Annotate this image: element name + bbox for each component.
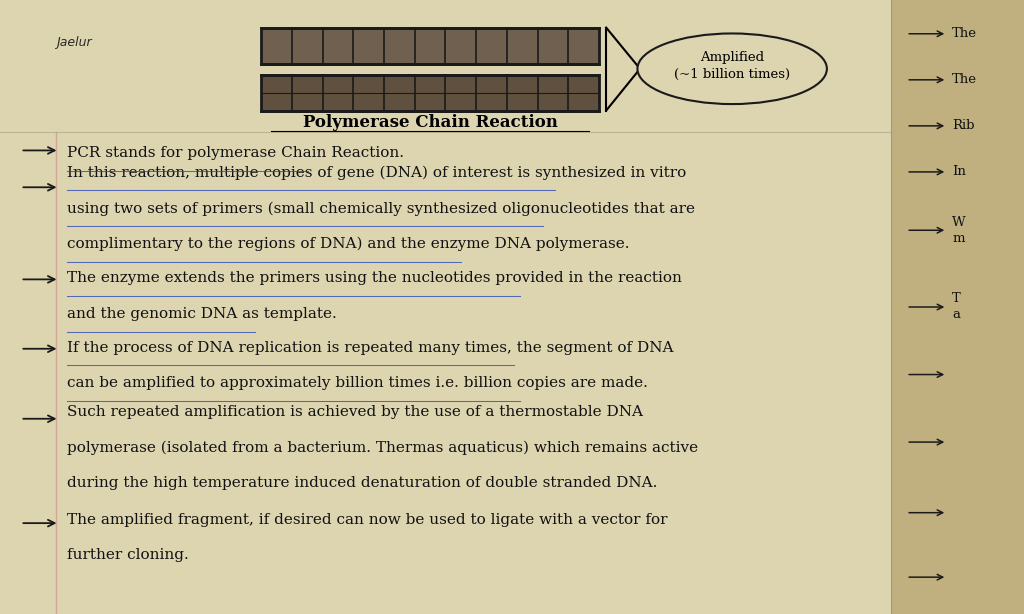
Text: using two sets of primers (small chemically synthesized oligonucleotides that ar: using two sets of primers (small chemica… [67, 201, 694, 216]
Text: The: The [952, 27, 977, 41]
Text: W
m: W m [952, 216, 966, 245]
Text: If the process of DNA replication is repeated many times, the segment of DNA: If the process of DNA replication is rep… [67, 341, 673, 355]
Text: during the high temperature induced denaturation of double stranded DNA.: during the high temperature induced dena… [67, 476, 657, 491]
FancyBboxPatch shape [261, 28, 599, 64]
FancyBboxPatch shape [891, 0, 1024, 614]
FancyBboxPatch shape [261, 75, 599, 111]
Ellipse shape [637, 34, 827, 104]
Text: Jaelur: Jaelur [56, 36, 92, 50]
Text: In: In [952, 165, 967, 179]
Text: The amplified fragment, if desired can now be used to ligate with a vector for: The amplified fragment, if desired can n… [67, 513, 667, 527]
Text: further cloning.: further cloning. [67, 548, 188, 562]
Text: can be amplified to approximately billion times i.e. billion copies are made.: can be amplified to approximately billio… [67, 376, 647, 391]
FancyBboxPatch shape [0, 0, 891, 614]
Text: The enzyme extends the primers using the nucleotides provided in the reaction: The enzyme extends the primers using the… [67, 271, 681, 286]
Text: T
a: T a [952, 292, 962, 322]
Text: Polymerase Chain Reaction: Polymerase Chain Reaction [303, 114, 557, 131]
Text: and the genomic DNA as template.: and the genomic DNA as template. [67, 307, 336, 321]
Text: Amplified
(~1 billion times): Amplified (~1 billion times) [674, 51, 791, 80]
Text: Rib: Rib [952, 119, 975, 133]
Text: Such repeated amplification is achieved by the use of a thermostable DNA: Such repeated amplification is achieved … [67, 405, 643, 419]
Text: In this reaction, multiple copies of gene (DNA) of interest is synthesized in vi: In this reaction, multiple copies of gen… [67, 166, 686, 180]
Text: The: The [952, 73, 977, 87]
Text: complimentary to the regions of DNA) and the enzyme DNA polymerase.: complimentary to the regions of DNA) and… [67, 237, 629, 251]
Text: PCR stands for polymerase Chain Reaction.: PCR stands for polymerase Chain Reaction… [67, 146, 403, 160]
Text: polymerase (isolated from a bacterium. Thermas aquaticus) which remains active: polymerase (isolated from a bacterium. T… [67, 441, 697, 455]
